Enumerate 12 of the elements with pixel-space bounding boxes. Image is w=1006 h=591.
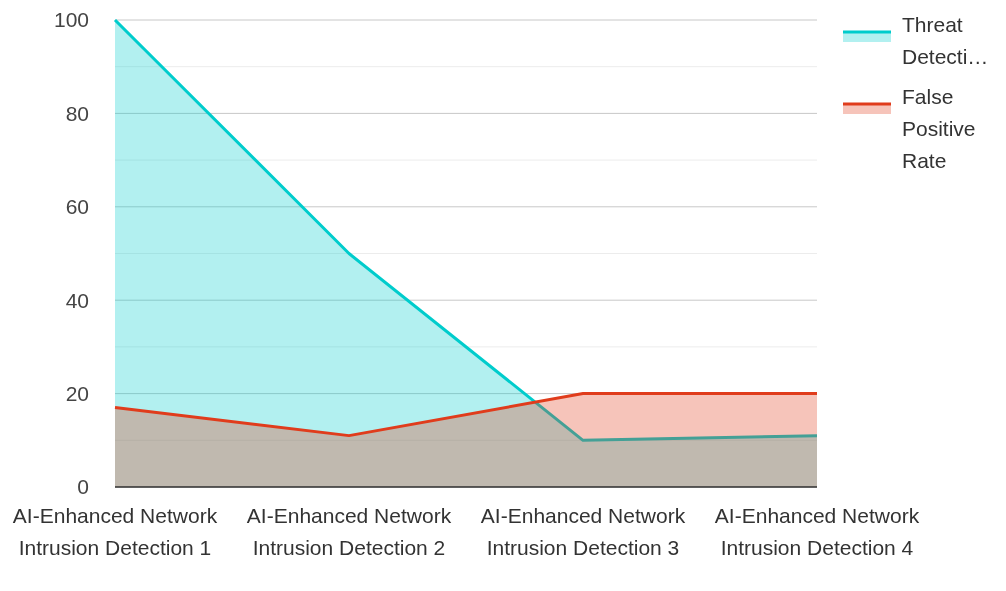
y-tick-label: 40: [65, 288, 89, 312]
x-tick-label: AI-Enhanced Network Intrusion Detection 1: [12, 504, 218, 559]
y-tick-label: 80: [65, 101, 89, 125]
legend-label: Threat Detecti…: [902, 13, 989, 68]
x-tick-label: AI-Enhanced Network Intrusion Detection 3: [480, 504, 686, 559]
y-tick-label: 100: [53, 8, 89, 32]
y-tick-label: 20: [65, 381, 89, 405]
x-tick-label: AI-Enhanced Network Intrusion Detection 4: [714, 504, 920, 559]
y-tick-label: 60: [65, 195, 89, 219]
legend-label: False Positive Rate: [902, 85, 976, 172]
y-tick-label: 0: [77, 475, 89, 499]
x-tick-label: AI-Enhanced Network Intrusion Detection 2: [246, 504, 452, 559]
